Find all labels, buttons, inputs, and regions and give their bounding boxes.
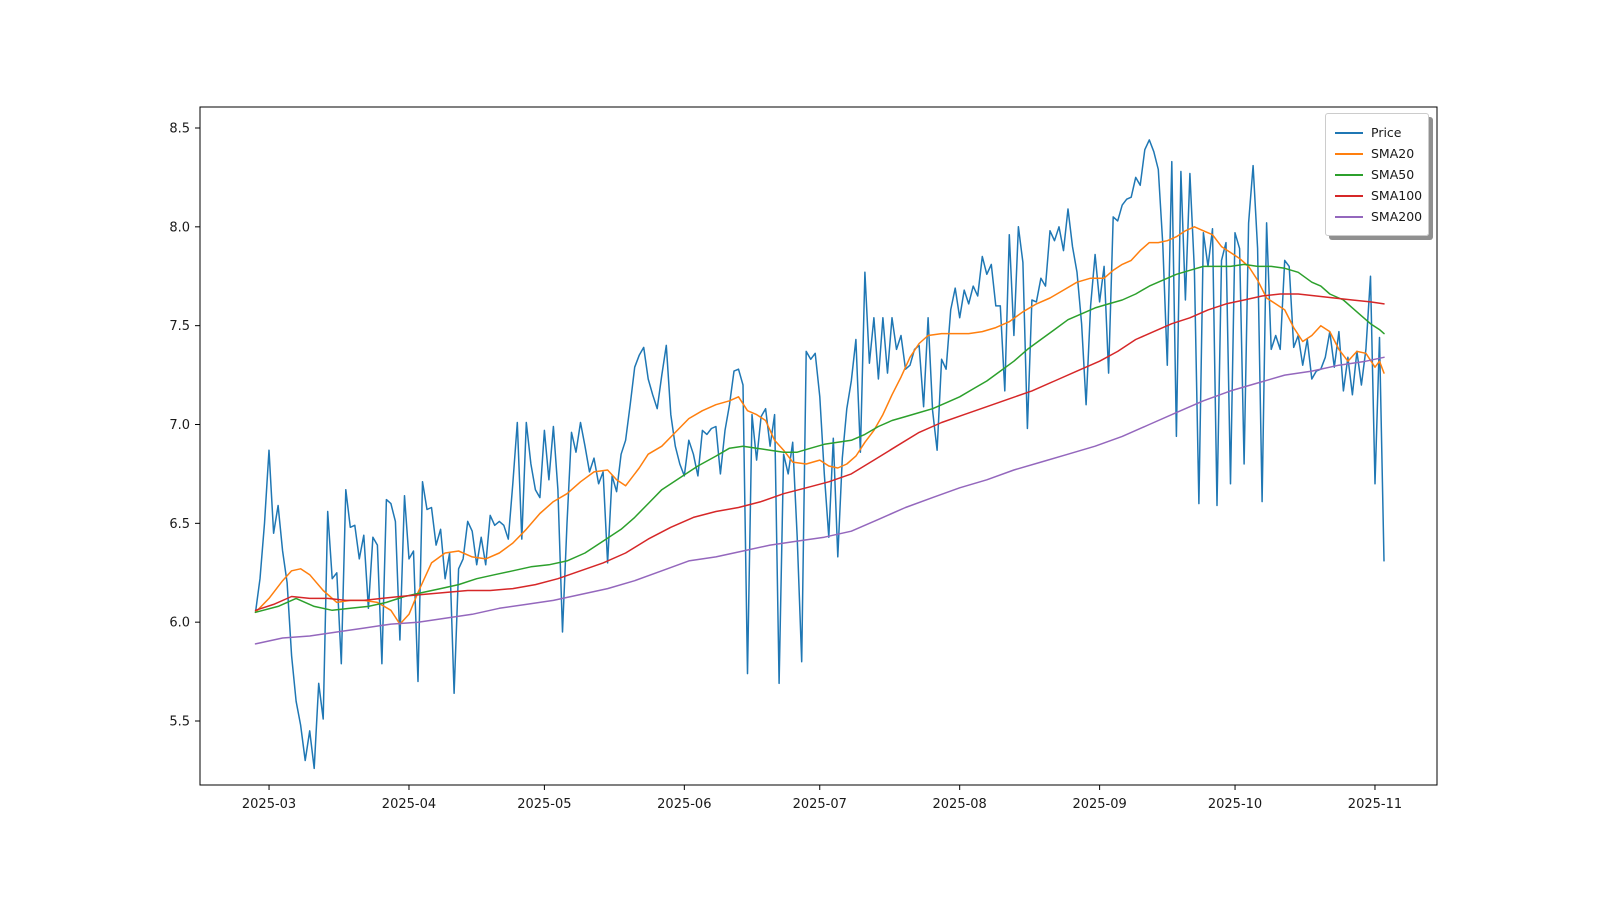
legend-item-label: SMA50 [1371,167,1415,182]
y-tick-label: 8.5 [169,122,190,137]
sma100-line-swatch-icon [1335,194,1363,197]
legend-item-price: Price [1335,122,1419,143]
x-tick-label: 2025-04 [382,797,436,812]
sma200-line-swatch-icon [1335,215,1363,218]
price-line-swatch-icon [1335,131,1363,134]
sma50-line-swatch-icon [1335,173,1363,176]
legend-item-label: SMA100 [1371,188,1423,203]
sma50-line [254,263,1385,614]
x-tick-label: 2025-03 [242,797,296,812]
legend-item-sma50: SMA50 [1335,164,1419,185]
legend-item-sma20: SMA20 [1335,143,1419,164]
x-tick-label: 2025-09 [1072,797,1126,812]
x-axis: 2025-03 2025-04 2025-05 2025-06 2025-07 2025-… [242,785,1402,812]
x-tick-label: 2025-11 [1348,797,1402,812]
legend-item-label: SMA200 [1371,209,1423,224]
y-tick-label: 5.5 [169,715,190,730]
x-tick-label: 2025-10 [1208,797,1262,812]
sma100-line [254,293,1385,612]
y-tick-label: 8.0 [169,220,190,235]
legend: Price SMA20 SMA50 SMA100 SMA200 [1325,113,1429,236]
plot-border [199,106,1438,786]
y-tick-label: 6.5 [169,517,190,532]
price-line [254,139,1385,770]
x-tick-label: 2025-06 [657,797,711,812]
series-group [254,139,1385,770]
legend-item-sma200: SMA200 [1335,206,1423,227]
y-tick-label: 7.5 [169,319,190,334]
legend-item-sma100: SMA100 [1335,185,1423,206]
x-tick-label: 2025-08 [933,797,987,812]
y-tick-label: 6.0 [169,616,190,631]
legend-item-label: SMA20 [1371,146,1415,161]
y-tick-label: 7.0 [169,418,190,433]
y-axis: 8.5 8.0 7.5 7.0 6.5 6.0 5.5 [169,122,200,730]
x-tick-label: 2025-05 [517,797,571,812]
sma200-line [254,356,1385,645]
sma20-line-swatch-icon [1335,152,1363,155]
legend-item-label: Price [1371,125,1402,140]
sma20-line [254,226,1385,625]
x-tick-label: 2025-07 [793,797,847,812]
